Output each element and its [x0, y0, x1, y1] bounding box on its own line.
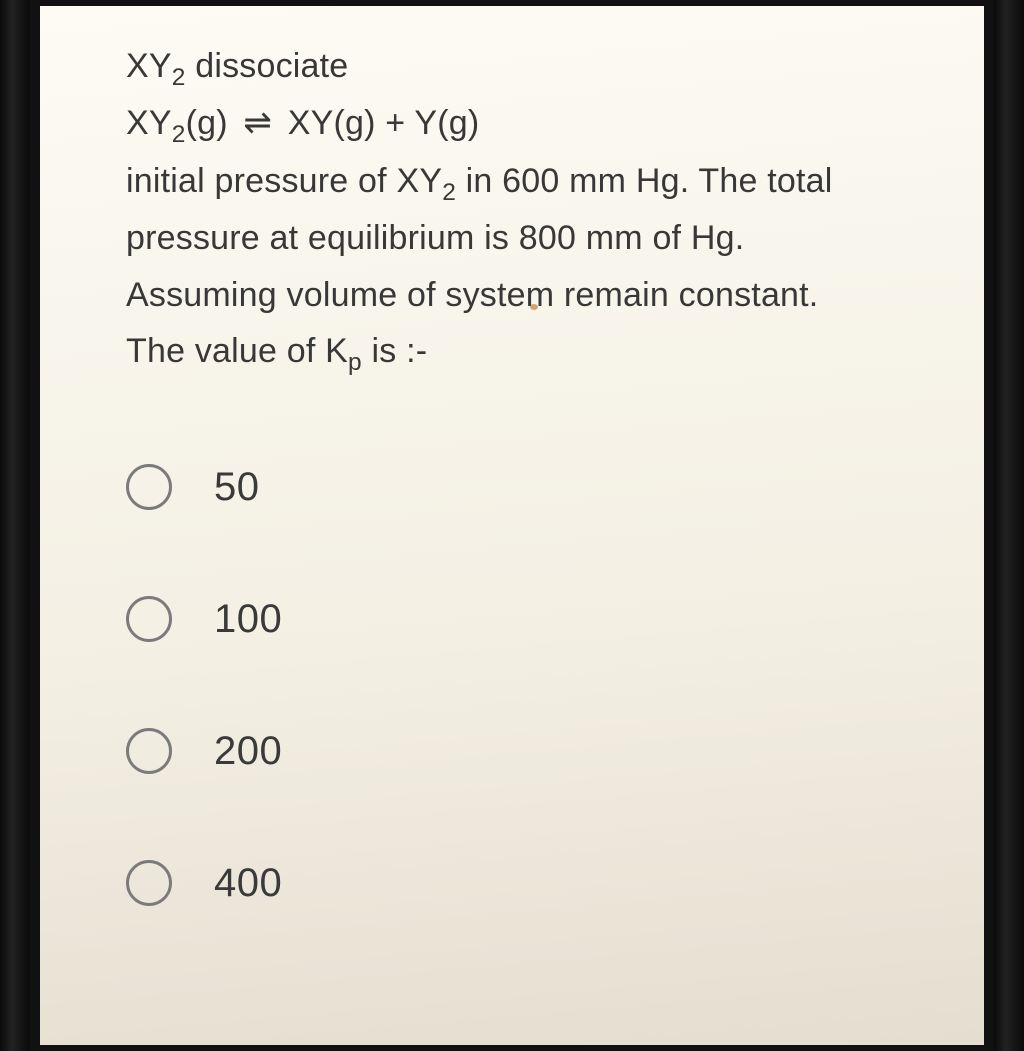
option-label: 200	[214, 729, 282, 774]
eqn-lhs: XY	[126, 104, 172, 142]
text: The value of K	[126, 332, 348, 370]
question-text: XY2 dissociate XY2(g) ⇌ XY(g) + Y(g) ini…	[126, 40, 934, 378]
question-line-1: XY2 dissociate	[126, 40, 934, 93]
eqn-rhs: XY(g) + Y(g)	[288, 104, 480, 142]
radio-icon	[126, 728, 172, 774]
subscript: 2	[442, 179, 456, 206]
question-body-1: initial pressure of XY2 in 600 mm Hg. Th…	[126, 155, 934, 208]
option-label: 50	[214, 465, 260, 510]
option-label: 400	[214, 861, 282, 906]
subscript: p	[348, 349, 362, 376]
subscript: 2	[172, 120, 186, 147]
options-list: 50 100 200 400	[126, 464, 934, 906]
option-a[interactable]: 50	[126, 464, 934, 510]
text: is :-	[362, 332, 427, 370]
text: XY	[126, 47, 172, 85]
option-label: 100	[214, 597, 282, 642]
text: dissociate	[186, 47, 349, 85]
eqn-lhs-state: (g)	[186, 104, 228, 142]
dust-speck	[530, 304, 538, 310]
subscript: 2	[172, 64, 186, 91]
text: in 600 mm Hg. The total	[456, 162, 832, 200]
option-d[interactable]: 400	[126, 860, 934, 906]
screen: XY2 dissociate XY2(g) ⇌ XY(g) + Y(g) ini…	[40, 6, 984, 1045]
question-body-2: pressure at equilibrium is 800 mm of Hg.	[126, 212, 934, 265]
option-b[interactable]: 100	[126, 596, 934, 642]
radio-icon	[126, 464, 172, 510]
text: initial pressure of XY	[126, 162, 442, 200]
question-body-4: The value of Kp is :-	[126, 325, 934, 378]
radio-icon	[126, 596, 172, 642]
equilibrium-arrow-icon: ⇌	[243, 97, 272, 150]
device-frame: XY2 dissociate XY2(g) ⇌ XY(g) + Y(g) ini…	[0, 0, 1024, 1051]
radio-icon	[126, 860, 172, 906]
question-equation: XY2(g) ⇌ XY(g) + Y(g)	[126, 97, 934, 150]
question-body-3: Assuming volume of system remain constan…	[126, 269, 934, 322]
option-c[interactable]: 200	[126, 728, 934, 774]
